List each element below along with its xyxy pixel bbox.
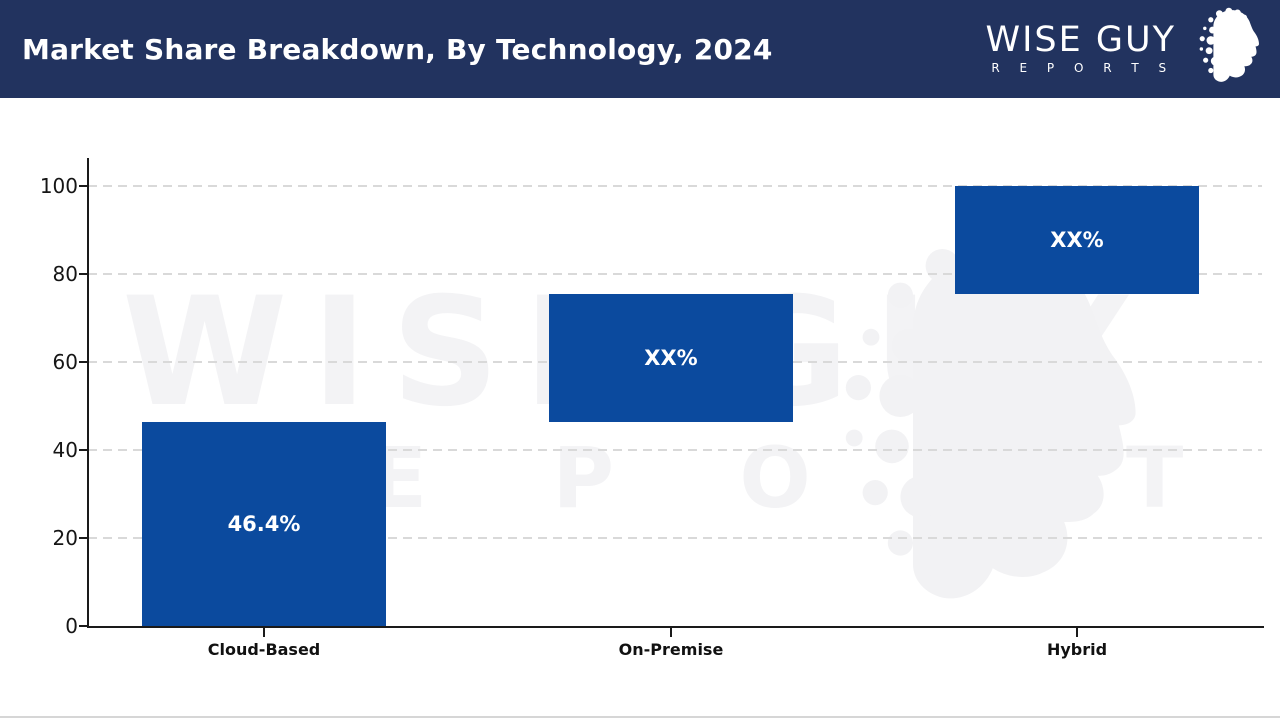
x-axis-tick-mark — [670, 628, 672, 637]
header-bar: Market Share Breakdown, By Technology, 2… — [0, 0, 1280, 98]
x-axis-tick-mark — [263, 628, 265, 637]
bar-hybrid: XX% — [955, 186, 1199, 294]
bar-value-label: XX% — [1050, 227, 1104, 252]
y-axis-tick-label: 0 — [65, 614, 78, 638]
y-gridline — [88, 185, 1262, 187]
y-gridline — [88, 449, 1262, 451]
y-axis-tick-mark — [79, 449, 87, 451]
wiseguy-logo-text: WISE GUY R E P O R T S — [985, 20, 1176, 76]
y-axis-tick-label: 60 — [52, 350, 78, 374]
x-axis-category-label: On-Premise — [618, 640, 724, 659]
bottom-border-line — [0, 716, 1280, 718]
page-title: Market Share Breakdown, By Technology, 2… — [22, 32, 773, 66]
y-axis-tick-label: 20 — [52, 526, 78, 550]
y-axis-tick-mark — [79, 185, 87, 187]
y-gridline — [88, 273, 1262, 275]
y-axis-tick-label: 100 — [39, 174, 78, 198]
x-axis-category-label: Cloud-Based — [207, 640, 321, 659]
x-axis-tick-mark — [1076, 628, 1078, 637]
chart-plot-area: WISE GUY R E P O R T S 02040608010046.4%… — [0, 98, 1280, 718]
bar-on-premise: XX% — [549, 293, 793, 422]
bar-value-label: XX% — [644, 345, 698, 370]
x-axis-category-label: Hybrid — [1046, 640, 1108, 659]
y-axis-tick-label: 40 — [52, 438, 78, 462]
logo-wordmark: WISE GUY — [985, 20, 1176, 60]
y-axis-tick-mark — [79, 361, 87, 363]
wiseguy-face-icon — [1199, 7, 1259, 82]
y-axis-tick-mark — [79, 625, 87, 627]
x-axis-spine — [87, 626, 1264, 628]
wiseguy-logo: WISE GUY R E P O R T S — [985, 0, 1266, 98]
y-axis-tick-mark — [79, 537, 87, 539]
y-axis-spine — [87, 158, 89, 628]
bar-value-label: 46.4% — [227, 511, 301, 536]
bar-cloud-based: 46.4% — [142, 421, 386, 626]
y-gridline — [88, 537, 1262, 539]
logo-subtitle: R E P O R T S — [991, 61, 1175, 75]
y-axis-tick-mark — [79, 273, 87, 275]
y-axis-tick-label: 80 — [52, 262, 78, 286]
